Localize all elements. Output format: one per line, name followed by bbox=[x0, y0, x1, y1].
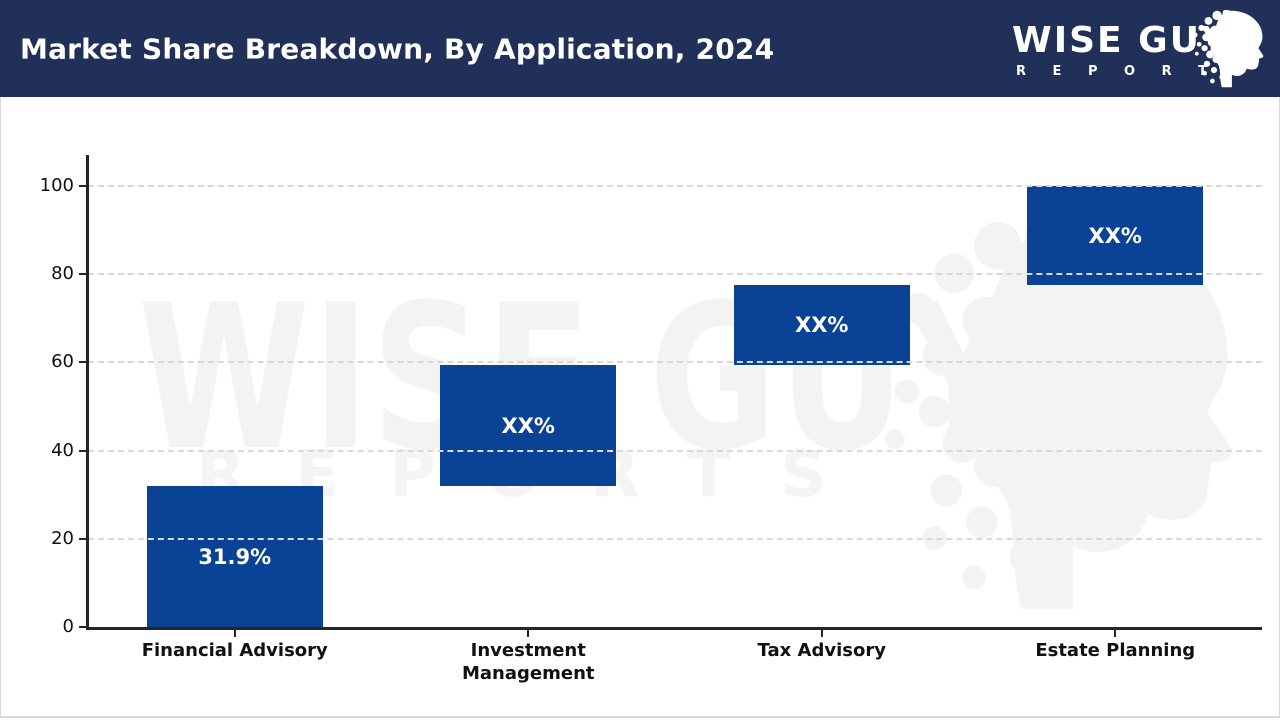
bar-financial-advisory: 31.9% bbox=[146, 486, 323, 627]
chart-title: Market Share Breakdown, By Application, … bbox=[20, 32, 775, 65]
x-tick-label: Tax Advisory bbox=[757, 640, 886, 661]
gridline-20 bbox=[88, 537, 1262, 540]
bar-value-label: XX% bbox=[501, 413, 555, 438]
bar-tax-advisory: XX% bbox=[733, 285, 910, 366]
y-tick-mark bbox=[79, 449, 88, 452]
gridline-80 bbox=[88, 273, 1262, 276]
y-tick-mark bbox=[79, 537, 88, 540]
y-tick-label: 40 bbox=[51, 439, 74, 461]
y-tick-mark bbox=[79, 626, 88, 628]
y-tick-label: 20 bbox=[51, 527, 74, 549]
bar-value-label: 31.9% bbox=[198, 544, 272, 569]
y-tick-mark bbox=[79, 273, 88, 276]
y-tick-label: 100 bbox=[39, 175, 74, 196]
x-tick-mark bbox=[233, 629, 236, 637]
wise-guy-reports-logo: WISE GUY R E P O R T S bbox=[1012, 8, 1264, 90]
bar-value-label: XX% bbox=[795, 313, 849, 338]
y-tick-mark bbox=[79, 185, 88, 187]
left-border bbox=[0, 97, 1, 718]
bottom-border bbox=[0, 716, 1280, 718]
bar-investment-management: XX% bbox=[440, 365, 617, 487]
x-tick-mark bbox=[820, 629, 823, 637]
gridline-100 bbox=[88, 185, 1262, 187]
logo-reports-text: R E P O R T S bbox=[1016, 64, 1254, 79]
x-tick-label: Financial Advisory bbox=[141, 640, 328, 661]
gridline-40 bbox=[88, 449, 1262, 452]
x-tick-label: Estate Planning bbox=[1035, 640, 1196, 661]
y-tick-mark bbox=[79, 361, 88, 364]
x-tick-mark bbox=[527, 629, 530, 637]
y-tick-label: 0 bbox=[62, 616, 74, 637]
bar-value-label: XX% bbox=[1088, 223, 1142, 248]
y-axis-line bbox=[86, 155, 89, 629]
x-tick-mark bbox=[1114, 629, 1117, 637]
bar-estate-planning: XX% bbox=[1027, 186, 1204, 286]
y-tick-label: 60 bbox=[51, 351, 74, 373]
logo-face-icon bbox=[1192, 10, 1264, 88]
logo-wordmark: WISE GUY bbox=[1012, 20, 1230, 61]
x-tick-label: Investment Management bbox=[462, 640, 595, 684]
gridline-60 bbox=[88, 361, 1262, 364]
x-axis-line bbox=[86, 627, 1262, 630]
header-banner: Market Share Breakdown, By Application, … bbox=[0, 0, 1280, 97]
y-tick-label: 80 bbox=[51, 263, 74, 285]
